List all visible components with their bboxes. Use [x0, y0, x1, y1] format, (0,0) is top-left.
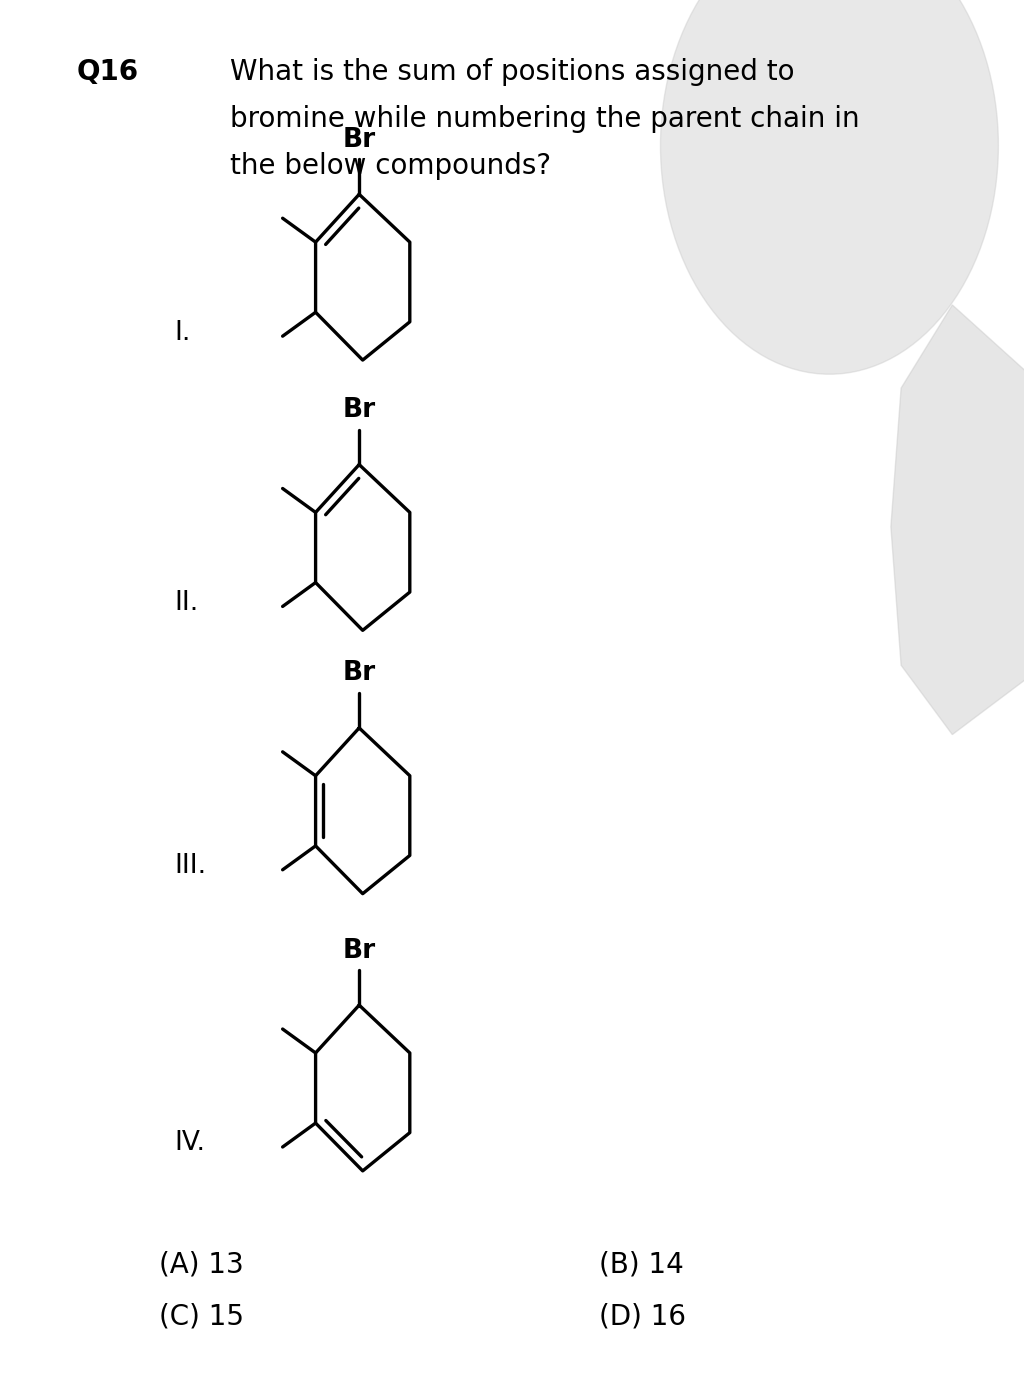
Text: Br: Br — [343, 938, 376, 963]
Text: III.: III. — [174, 854, 206, 879]
Text: the below compounds?: the below compounds? — [230, 152, 552, 180]
Text: Br: Br — [343, 398, 376, 423]
Text: (C) 15: (C) 15 — [159, 1303, 244, 1331]
Circle shape — [660, 0, 998, 374]
Text: I.: I. — [174, 320, 190, 345]
Text: II.: II. — [174, 590, 199, 615]
Text: (A) 13: (A) 13 — [159, 1250, 244, 1278]
Text: Br: Br — [343, 128, 376, 152]
Text: Q16: Q16 — [77, 58, 139, 86]
Text: (D) 16: (D) 16 — [599, 1303, 686, 1331]
Text: Br: Br — [343, 661, 376, 686]
Text: IV.: IV. — [174, 1131, 205, 1156]
Text: (B) 14: (B) 14 — [599, 1250, 684, 1278]
Polygon shape — [891, 305, 1024, 735]
Text: bromine while numbering the parent chain in: bromine while numbering the parent chain… — [230, 105, 860, 133]
Text: What is the sum of positions assigned to: What is the sum of positions assigned to — [230, 58, 795, 86]
